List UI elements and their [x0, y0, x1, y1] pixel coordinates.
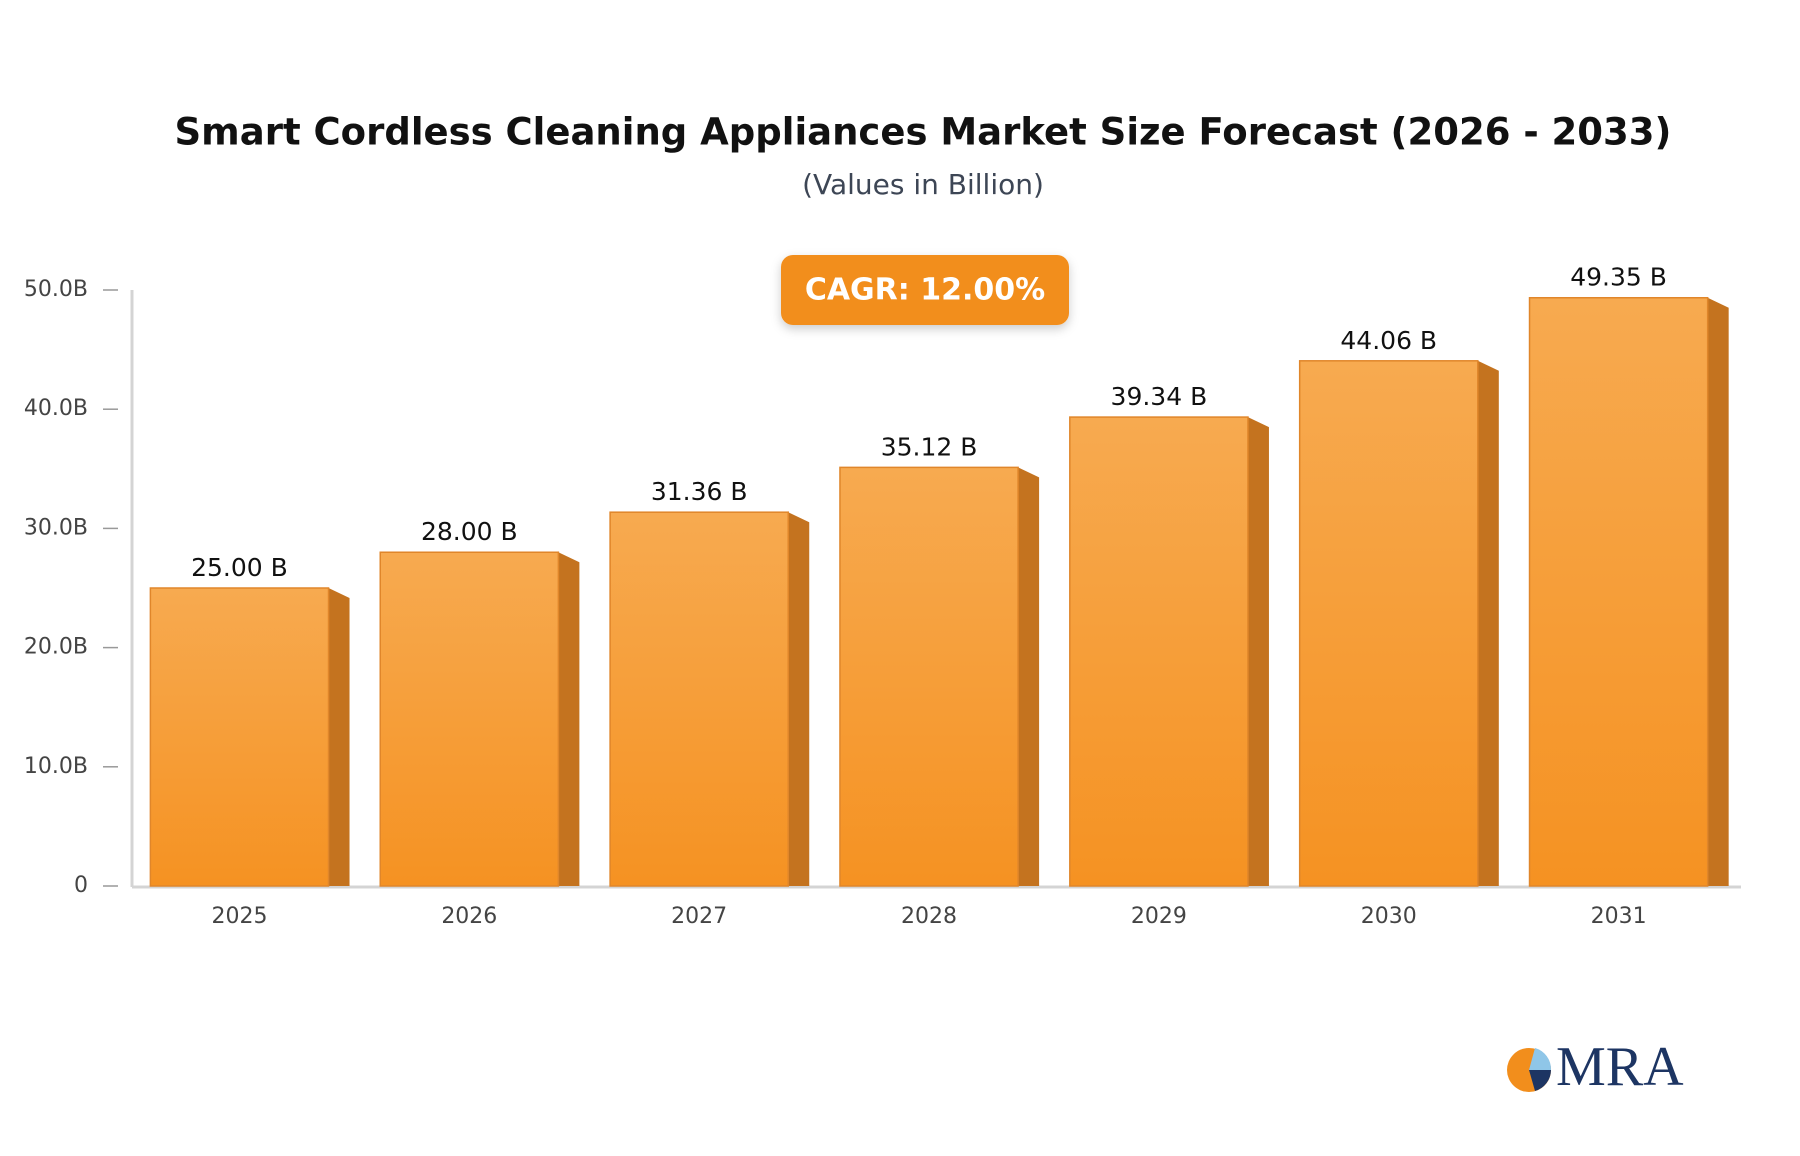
bar-side — [328, 588, 350, 886]
bar — [609, 511, 789, 887]
value-label: 31.36 B — [651, 477, 748, 506]
bar — [1069, 416, 1249, 887]
bar-side — [1477, 360, 1499, 886]
y-tick-label: 40.0B — [24, 396, 88, 421]
bar — [1298, 360, 1479, 887]
bar — [839, 466, 1019, 887]
bar — [379, 551, 560, 887]
bar-side — [558, 552, 580, 886]
y-tick-label: 30.0B — [24, 515, 88, 540]
x-tick-label: 2031 — [1591, 904, 1647, 929]
chart-subtitle: (Values in Billion) — [802, 168, 1044, 201]
logo-icon-slice — [1529, 1070, 1551, 1091]
y-tick-label: 50.0B — [24, 277, 88, 302]
logo-text: MRA — [1556, 1036, 1684, 1098]
bar — [1528, 296, 1709, 887]
cagr-label: CAGR: 12.00% — [805, 273, 1045, 308]
value-label: 28.00 B — [421, 517, 518, 546]
bar-side — [1707, 297, 1729, 886]
x-tick-label: 2028 — [901, 904, 957, 929]
x-tick-label: 2026 — [441, 904, 497, 929]
bar-side — [1018, 467, 1040, 886]
value-label: 49.35 B — [1570, 263, 1667, 292]
value-label: 44.06 B — [1340, 326, 1437, 355]
value-label: 25.00 B — [191, 553, 288, 582]
bar-side — [788, 512, 810, 886]
y-tick-label: 0 — [74, 873, 88, 898]
x-tick-label: 2025 — [211, 904, 267, 929]
chart-title: Smart Cordless Cleaning Appliances Marke… — [175, 111, 1672, 154]
y-tick-label: 10.0B — [24, 754, 88, 779]
cagr-badge — [781, 255, 1069, 325]
bar-side — [1247, 417, 1269, 886]
value-label: 39.34 B — [1111, 382, 1208, 411]
y-tick-label: 20.0B — [24, 635, 88, 660]
x-tick-label: 2027 — [671, 904, 727, 929]
x-tick-label: 2030 — [1361, 904, 1417, 929]
x-tick-label: 2029 — [1131, 904, 1187, 929]
logo: MRA — [1507, 1036, 1684, 1098]
bar — [149, 587, 330, 887]
logo-icon-slice — [1529, 1048, 1552, 1070]
value-label: 35.12 B — [881, 432, 978, 461]
